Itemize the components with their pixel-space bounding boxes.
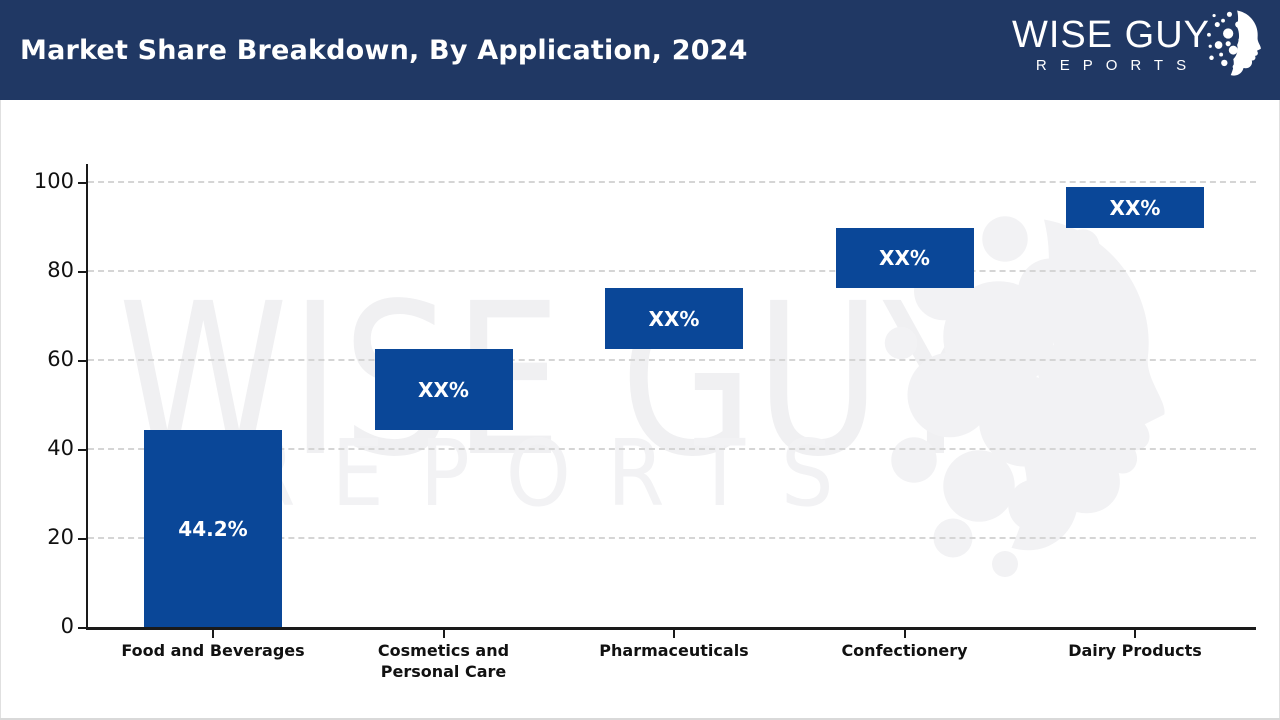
bar-value-label: XX%: [418, 377, 469, 402]
gridline-20: [88, 537, 1256, 539]
x-axis-tick: [442, 630, 445, 638]
y-axis-tick: [78, 627, 86, 629]
y-axis-tick-label: 0: [60, 614, 74, 638]
bar-value-label: XX%: [879, 246, 930, 271]
bar-confectionery: XX%: [835, 227, 974, 289]
y-axis-tick: [78, 538, 86, 540]
y-axis-tick: [78, 182, 86, 184]
bar-dairy-products: XX%: [1066, 187, 1204, 228]
gridline-60: [88, 359, 1256, 361]
x-axis-category-label: Pharmaceuticals: [599, 641, 749, 660]
wiseguy-logo: WISE GUY REPORTS: [1012, 6, 1264, 84]
gridline-80: [88, 270, 1256, 272]
bar-food-and-beverages: 44.2%: [144, 430, 282, 627]
gridline-40: [88, 448, 1256, 450]
x-axis-category-label: Confectionery: [841, 641, 968, 660]
y-axis-line: [86, 164, 88, 629]
y-axis-tick-label: 40: [47, 436, 74, 460]
bar-value-label: XX%: [648, 306, 700, 331]
bar-cosmetics-and-personal-care: XX%: [374, 349, 513, 431]
x-axis-tick: [903, 630, 906, 638]
x-axis-tick: [1134, 630, 1136, 638]
y-axis-tick-label: 80: [47, 258, 74, 282]
y-axis-tick: [78, 271, 86, 273]
logo-reports-label: REPORTS: [1035, 57, 1200, 75]
x-axis-tick: [212, 630, 214, 638]
bar-pharmaceuticals: XX%: [605, 288, 743, 350]
x-axis-tick: [673, 630, 675, 638]
y-axis-tick: [78, 360, 86, 362]
x-axis-category-label: Dairy Products: [1068, 641, 1202, 660]
x-axis-category-label: Food and Beverages: [121, 641, 305, 660]
y-axis-tick-label: 100: [33, 169, 74, 193]
gridline-100: [88, 181, 1256, 183]
y-axis-tick: [78, 449, 86, 451]
bar-value-label: XX%: [1109, 195, 1161, 220]
page-title: Market Share Breakdown, By Application, …: [20, 34, 748, 66]
logo-head-icon: [1207, 10, 1261, 76]
header-bar: Market Share Breakdown, By Application, …: [0, 0, 1280, 100]
y-axis-tick-label: 60: [47, 347, 74, 371]
bar-value-label: 44.2%: [178, 516, 248, 541]
logo-text: WISE GUY REPORTS: [1011, 13, 1210, 75]
logo-wiseguy-label: WISE GUY: [1011, 13, 1210, 56]
x-axis-category-label: Cosmetics and Personal Care: [377, 641, 510, 681]
x-axis-line: [86, 627, 1256, 630]
y-axis-tick-label: 20: [47, 525, 74, 549]
